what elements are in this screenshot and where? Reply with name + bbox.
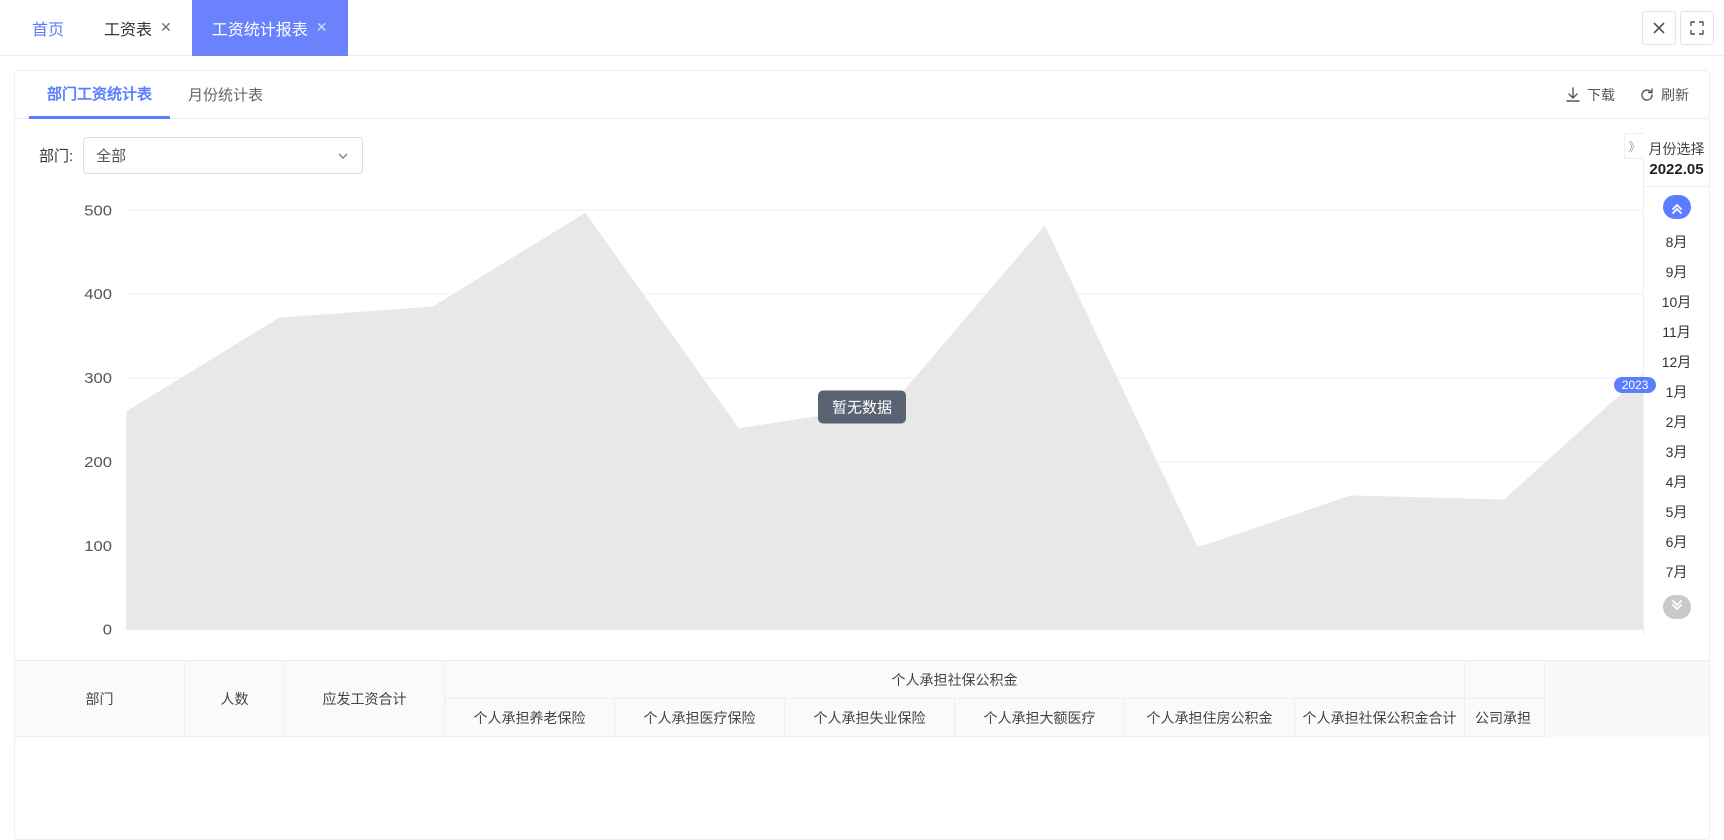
table-header-cell: 应发工资合计	[285, 661, 445, 737]
svg-text:500: 500	[84, 203, 112, 219]
month-item[interactable]: 1月	[1662, 377, 1692, 407]
chevron-double-down-icon	[1670, 600, 1684, 614]
svg-text:0: 0	[103, 623, 113, 639]
table-header-subcell: 个人承担住房公积金	[1125, 699, 1295, 737]
month-item[interactable]: 9月	[1662, 257, 1692, 287]
table-header-group: 个人承担社保公积金 个人承担养老保险个人承担医疗保险个人承担失业保险个人承担大额…	[445, 661, 1465, 737]
table-header-subcell: 个人承担社保公积金合计	[1295, 699, 1465, 737]
filter-row: 部门: 全部	[15, 119, 1709, 180]
month-item[interactable]: 11月	[1662, 317, 1692, 347]
table-header-subcell: 个人承担医疗保险	[615, 699, 785, 737]
close-all-tabs-button[interactable]	[1642, 11, 1676, 45]
table-header-cell: 人数	[185, 661, 285, 737]
month-sidebar-collapse[interactable]: 》	[1624, 133, 1644, 159]
download-button[interactable]: 下载	[1565, 85, 1615, 105]
dept-select-value: 全部	[96, 145, 126, 166]
refresh-button[interactable]: 刷新	[1639, 85, 1689, 105]
month-item[interactable]: 8月	[1662, 227, 1692, 257]
dept-select[interactable]: 全部	[83, 137, 363, 174]
table-header-subcell: 个人承担养老保险	[445, 699, 615, 737]
chevron-down-icon	[336, 149, 350, 163]
month-item[interactable]: 12月	[1662, 347, 1692, 377]
close-icon[interactable]: ✕	[316, 19, 328, 36]
svg-text:400: 400	[84, 287, 112, 303]
svg-text:100: 100	[84, 539, 112, 555]
tab-home[interactable]: 首页	[12, 0, 84, 56]
toolbar: 下载 刷新	[1565, 71, 1689, 119]
download-label: 下载	[1587, 85, 1615, 105]
month-item[interactable]: 5月	[1662, 497, 1692, 527]
month-selected-value: 2022.05	[1644, 161, 1709, 187]
chevron-right-icon: 》	[1628, 138, 1640, 155]
month-scroll-up-button[interactable]	[1663, 195, 1691, 219]
month-item[interactable]: 7月	[1662, 557, 1692, 587]
tab-salary-table[interactable]: 工资表 ✕	[84, 0, 192, 56]
window-controls	[1642, 0, 1714, 56]
refresh-label: 刷新	[1661, 85, 1689, 105]
table-header-group-title	[1465, 661, 1545, 699]
table-header-subcell: 个人承担大额医疗	[955, 699, 1125, 737]
svg-text:200: 200	[84, 455, 112, 471]
tab-salary-report-label: 工资统计报表	[212, 16, 308, 40]
fullscreen-button[interactable]	[1680, 11, 1714, 45]
dept-filter-label: 部门:	[39, 145, 73, 166]
subtab-dept-stats-label: 部门工资统计表	[47, 86, 152, 103]
svg-text:300: 300	[84, 371, 112, 387]
table-header-subcell: 个人承担失业保险	[785, 699, 955, 737]
table-header-cell: 部门	[15, 661, 185, 737]
chevron-double-up-icon	[1670, 200, 1684, 214]
table-header-group-title: 个人承担社保公积金	[445, 661, 1465, 699]
month-item[interactable]: 3月	[1662, 437, 1692, 467]
tab-salary-report[interactable]: 工资统计报表 ✕	[192, 0, 348, 56]
month-item[interactable]: 6月	[1662, 527, 1692, 557]
month-year-badge: 2023	[1614, 377, 1657, 393]
table-header-group: 公司承担	[1465, 661, 1545, 737]
refresh-icon	[1639, 87, 1655, 103]
month-sidebar: 》 月份选择 2022.05 8月9月10月11月12月20231月2月3月4月…	[1643, 133, 1709, 635]
month-panel-title: 月份选择	[1649, 133, 1705, 161]
tab-salary-table-label: 工资表	[104, 16, 152, 40]
subtab-month-stats-label: 月份统计表	[188, 87, 263, 104]
tab-home-label: 首页	[32, 16, 64, 40]
sub-tab-row: 部门工资统计表 月份统计表 下载 刷新	[15, 71, 1709, 119]
month-scroll-down-button[interactable]	[1663, 595, 1691, 619]
month-item[interactable]: 10月	[1662, 287, 1692, 317]
table-header-subcell: 公司承担	[1465, 699, 1545, 737]
salary-table: 部门人数应发工资合计 个人承担社保公积金 个人承担养老保险个人承担医疗保险个人承…	[15, 660, 1709, 737]
main-panel: 部门工资统计表 月份统计表 下载 刷新 部门: 全部	[14, 70, 1710, 840]
close-icon[interactable]: ✕	[160, 19, 172, 36]
subtab-month-stats[interactable]: 月份统计表	[170, 72, 281, 117]
top-tab-strip: 首页 工资表 ✕ 工资统计报表 ✕	[0, 0, 1724, 56]
month-item[interactable]: 2月	[1662, 407, 1692, 437]
subtab-dept-stats[interactable]: 部门工资统计表	[29, 71, 170, 119]
month-item[interactable]: 4月	[1662, 467, 1692, 497]
download-icon	[1565, 87, 1581, 103]
salary-area-chart: 0100200300400500 暂无数据	[55, 200, 1669, 650]
